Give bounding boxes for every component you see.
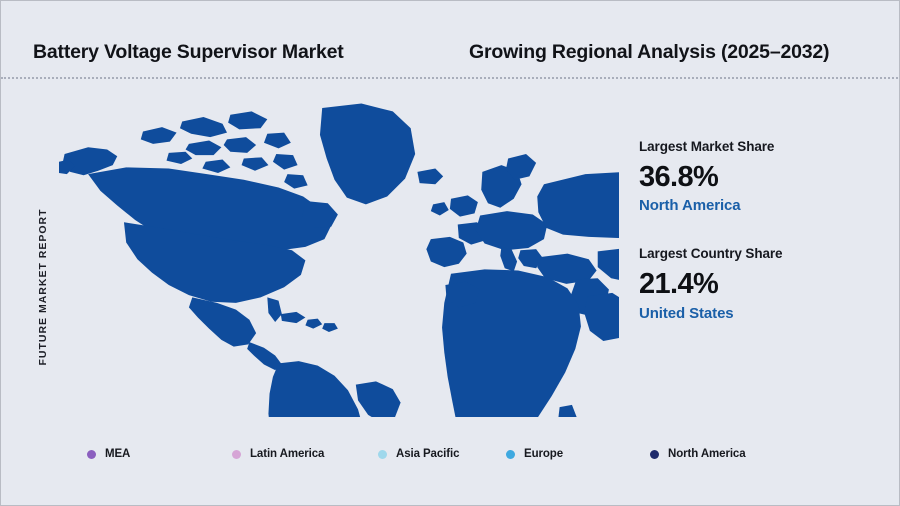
stat-label: Largest Country Share	[639, 246, 783, 262]
header: Battery Voltage Supervisor Market Growin…	[1, 1, 899, 79]
legend-marker-icon	[232, 449, 241, 459]
legend-item-mea: MEA	[87, 448, 130, 460]
map-landmasses	[59, 103, 619, 417]
legend-item-north-america: North America	[650, 448, 746, 460]
legend-marker-icon	[378, 449, 387, 459]
legend-item-latin-america: Latin America	[232, 448, 324, 460]
page-title: Battery Voltage Supervisor Market	[33, 41, 344, 63]
legend-item-asia-pacific: Asia Pacific	[378, 448, 459, 460]
world-map-svg	[59, 103, 619, 417]
stat-region: North America	[639, 197, 741, 215]
legend-marker-icon	[87, 449, 96, 459]
header-divider	[1, 77, 899, 79]
legend-label: Asia Pacific	[396, 448, 460, 460]
legend-item-europe: Europe	[506, 448, 563, 460]
stat-block-market-share: Largest Market Share 36.8% North America	[639, 139, 889, 214]
legend-label: MEA	[105, 448, 131, 460]
header-subtitle: Growing Regional Analysis (2025–2032)	[469, 41, 830, 63]
brand-watermark-label: FUTURE MARKET REPORT	[37, 208, 49, 366]
stats-panel: Largest Market Share 36.8% North America…	[639, 139, 889, 354]
stat-region: United States	[639, 304, 734, 322]
stat-value: 21.4%	[639, 268, 719, 301]
stat-label: Largest Market Share	[639, 139, 775, 154]
stat-value: 36.8%	[639, 161, 719, 193]
legend-marker-icon	[650, 449, 659, 459]
legend-label: Europe	[524, 448, 564, 460]
legend-marker-icon	[506, 449, 515, 459]
world-map	[59, 97, 619, 417]
stat-block-country-share: Largest Country Share 21.4% United State…	[639, 246, 889, 321]
map-legend: MEA Latin America Asia Pacific Europe No…	[87, 448, 807, 468]
legend-label: North America	[668, 448, 746, 460]
legend-label: Latin America	[250, 448, 325, 460]
